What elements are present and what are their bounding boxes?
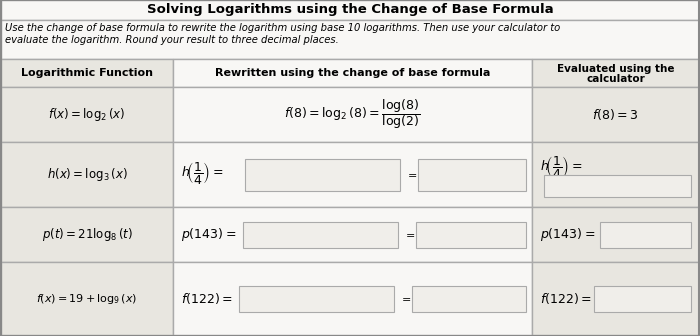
Bar <box>416 221 526 248</box>
Bar <box>1 0 699 20</box>
Text: $p(t) = 21\log_8(t)$: $p(t) = 21\log_8(t)$ <box>41 226 132 243</box>
Bar <box>532 87 699 142</box>
Bar <box>1 262 173 335</box>
Text: Evaluated using the: Evaluated using the <box>556 64 674 74</box>
Bar <box>418 159 526 191</box>
Bar <box>544 174 691 197</box>
Text: $f(8) = \log_2(8) = \dfrac{\log(8)}{\log(2)}$: $f(8) = \log_2(8) = \dfrac{\log(8)}{\log… <box>284 97 421 131</box>
Bar <box>532 142 699 207</box>
Text: $=$: $=$ <box>403 229 415 240</box>
Bar <box>1 142 173 207</box>
Bar <box>173 262 532 335</box>
Bar <box>1 20 699 59</box>
Bar <box>1 59 173 87</box>
Bar <box>173 59 532 87</box>
Bar <box>412 286 526 311</box>
Text: Use the change of base formula to rewrite the logarithm using base 10 logarithms: Use the change of base formula to rewrit… <box>5 23 560 33</box>
Bar <box>1 207 173 262</box>
Text: $p(143) =$: $p(143) =$ <box>181 226 237 243</box>
Text: $f(8) = 3$: $f(8) = 3$ <box>592 107 638 122</box>
Text: $h\!\left(\dfrac{1}{4}\right) =$: $h\!\left(\dfrac{1}{4}\right) =$ <box>181 160 223 185</box>
Bar <box>173 87 532 142</box>
Text: $h(x) = \log_3(x)$: $h(x) = \log_3(x)$ <box>47 166 127 183</box>
Text: $f(122) =$: $f(122) =$ <box>181 291 232 306</box>
Bar <box>173 142 532 207</box>
Text: $f(x) = 19 + \log_9(x)$: $f(x) = 19 + \log_9(x)$ <box>36 292 138 305</box>
Text: $f(x) = \log_2(x)$: $f(x) = \log_2(x)$ <box>48 106 126 123</box>
Bar <box>532 262 699 335</box>
Text: Solving Logarithms using the Change of Base Formula: Solving Logarithms using the Change of B… <box>147 3 553 16</box>
Text: Rewritten using the change of base formula: Rewritten using the change of base formu… <box>215 68 490 78</box>
Bar <box>600 221 691 248</box>
Bar <box>173 207 532 262</box>
Text: $h\!\left(\dfrac{1}{4}\right) =$: $h\!\left(\dfrac{1}{4}\right) =$ <box>540 154 582 179</box>
Bar <box>1 87 173 142</box>
Text: Logarithmic Function: Logarithmic Function <box>21 68 153 78</box>
Bar <box>532 207 699 262</box>
Text: $f(122) =$: $f(122) =$ <box>540 291 592 306</box>
Bar <box>239 286 394 311</box>
Bar <box>245 159 400 191</box>
Bar <box>594 286 691 311</box>
Text: evaluate the logarithm. Round your result to three decimal places.: evaluate the logarithm. Round your resul… <box>5 35 339 45</box>
Bar <box>243 221 398 248</box>
Text: $=$: $=$ <box>405 169 417 179</box>
Text: $p(143) =$: $p(143) =$ <box>540 226 595 243</box>
Bar <box>532 59 699 87</box>
Text: $=$: $=$ <box>399 294 412 303</box>
Text: calculator: calculator <box>586 74 645 84</box>
